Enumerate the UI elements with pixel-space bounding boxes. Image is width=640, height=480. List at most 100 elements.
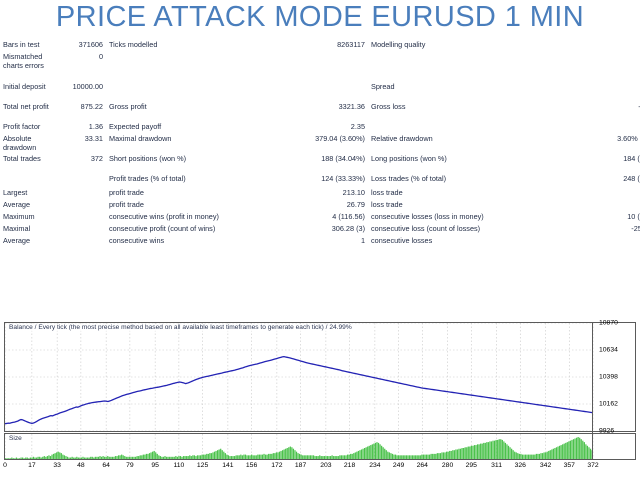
- x-axis-labels: 0 17 33 48 64 79 95 110 125 141 156 172 187 203 218 234…: [3, 461, 636, 475]
- row-mid-label: profit trade: [109, 200, 144, 209]
- x-axis-tick-label: 234: [369, 462, 381, 469]
- row-mid-label: Maximal drawdown: [109, 134, 172, 143]
- table-row: Total net profit 875.22 Gross profit 3321.3…: [0, 102, 640, 122]
- row-right-value: [559, 122, 640, 134]
- row-value: 0: [98, 52, 103, 61]
- table-row: Absolute drawdown 33.31 Maximal drawdown 37…: [0, 134, 640, 154]
- row-label: Absolute drawdown: [3, 134, 37, 153]
- row-mid-value: 26.79: [346, 200, 365, 209]
- row-right-value: [559, 52, 640, 82]
- row-mid-label: [106, 52, 272, 82]
- row-label: Bars in test: [3, 40, 40, 49]
- x-axis-tick-label: 125: [196, 462, 209, 469]
- x-axis-tick-label: 141: [222, 462, 234, 469]
- x-axis-tick-label: 264: [416, 462, 428, 469]
- x-axis-tick-label: 17: [28, 462, 36, 469]
- table-row: Total trades 372 Short positions (won %) 18…: [0, 154, 640, 174]
- row-mid-value: 3321.36: [338, 102, 365, 111]
- row-mid-value: 379.04 (3.60%): [315, 134, 365, 143]
- table-row: Profit trades (% of total) 124 (33.33%) Lo…: [0, 174, 640, 188]
- row-mid-label: Short positions (won %): [109, 154, 187, 163]
- x-axis-tick-label: 156: [245, 462, 258, 469]
- x-axis-tick-label: 311: [491, 462, 502, 469]
- x-axis-tick-label: 218: [343, 462, 356, 469]
- row-right-value: 3: [559, 236, 640, 248]
- x-axis-tick-label: 342: [539, 462, 552, 469]
- x-axis-tick-label: 95: [151, 462, 159, 469]
- table-row: Maximal consecutive profit (count of wins…: [0, 224, 640, 236]
- row-value: 10000.00: [72, 82, 103, 91]
- row-right-label: Spread: [371, 82, 395, 91]
- row-right-label: Gross loss: [371, 102, 406, 111]
- row-right-value: -65.40: [559, 188, 640, 200]
- balance-curve-plot: [5, 323, 594, 431]
- balance-chart-title: Balance / Every tick (the most precise m…: [8, 324, 353, 331]
- x-axis-tick-label: 33: [53, 462, 61, 469]
- y-axis-tick-label: 10870: [599, 319, 618, 327]
- row-mid-label: Profit trades (% of total): [109, 174, 186, 183]
- row-right-label: [368, 122, 559, 134]
- y-axis-tick-label: 10162: [599, 400, 618, 408]
- row-right-label: Loss trades (% of total): [371, 174, 447, 183]
- row-mid-value: [272, 82, 368, 102]
- table-row: Average consecutive wins 1 consecutive loss…: [0, 236, 640, 248]
- row-mid-label: consecutive wins: [109, 236, 165, 245]
- row-right-value: 24.99%: [559, 40, 640, 52]
- report-stats-body: Bars in test 371606 Ticks modelled 8263117 M…: [0, 40, 640, 248]
- page-title: PRICE ATTACK MODE EURUSD 1 MIN: [55, 1, 585, 33]
- x-axis-tick-label: 372: [587, 462, 599, 469]
- row-mid-value: 1: [360, 236, 365, 245]
- y-axis-tick-label: 10634: [599, 346, 618, 354]
- x-axis-tick-label: 280: [441, 462, 454, 469]
- x-axis-tick-label: 203: [320, 462, 332, 469]
- table-row: Initial deposit 10000.00 Spread 2: [0, 82, 640, 102]
- row-right-value: 2: [559, 82, 640, 102]
- row-label: Total trades: [3, 154, 41, 163]
- row-label: Average: [3, 236, 31, 245]
- x-axis-tick-label: 0: [3, 462, 7, 469]
- row-label: Initial deposit: [3, 82, 46, 91]
- row-right-label: consecutive losses: [371, 236, 433, 245]
- y-axis-labels: 10870 10634 10398 10162 9926: [596, 319, 640, 460]
- row-mid-label: Ticks modelled: [109, 40, 158, 49]
- row-right-value: 248 (66.67%): [623, 174, 640, 183]
- size-chart[interactable]: Size: [4, 433, 636, 460]
- row-right-value: -9.86: [559, 200, 640, 212]
- row-value: [52, 188, 106, 200]
- row-mid-value: 306.28 (3): [331, 224, 365, 233]
- table-row: Average profit trade 26.79 loss trade -9.86: [0, 200, 640, 212]
- row-mid-value: 2.35: [350, 122, 365, 131]
- table-row: Maximum consecutive wins (profit in money…: [0, 212, 640, 224]
- chart-area: Balance / Every tick (the most precise m…: [3, 320, 636, 475]
- x-axis-tick-label: 357: [563, 462, 575, 469]
- row-mid-label: consecutive wins (profit in money): [109, 212, 219, 221]
- row-right-label: consecutive losses (loss in money): [371, 212, 484, 221]
- row-right-label: loss trade: [371, 200, 403, 209]
- row-value: [52, 212, 106, 224]
- row-value: 33.31: [84, 134, 103, 143]
- row-value: [52, 236, 106, 248]
- row-label: Mismatched charts errors: [3, 52, 44, 71]
- row-mid-label: profit trade: [109, 188, 144, 197]
- x-axis-tick-label: 79: [126, 462, 134, 469]
- row-mid-label: Expected payoff: [109, 122, 162, 131]
- report-stats-table: Bars in test 371606 Ticks modelled 8263117 M…: [0, 40, 640, 248]
- row-right-value: 184 (32.61%): [623, 154, 640, 163]
- x-axis-tick-label: 110: [173, 462, 185, 469]
- x-axis-tick-label: 187: [294, 462, 307, 469]
- row-right-label: Long positions (won %): [371, 154, 447, 163]
- y-axis-tick-label: 9926: [599, 427, 615, 435]
- x-axis-tick-label: 326: [514, 462, 526, 469]
- row-mid-value: 188 (34.04%): [321, 154, 365, 163]
- row-right-label: Modelling quality: [371, 40, 426, 49]
- balance-chart[interactable]: Balance / Every tick (the most precise m…: [4, 322, 636, 432]
- row-value: 372: [90, 154, 103, 163]
- x-axis-tick-label: 48: [77, 462, 85, 469]
- row-mid-label: consecutive profit (count of wins): [109, 224, 216, 233]
- row-mid-value: 124 (33.33%): [321, 174, 365, 183]
- row-mid-value: 213.10: [342, 188, 365, 197]
- x-axis-tick-label: 249: [392, 462, 405, 469]
- row-label: [0, 174, 52, 188]
- row-label: Maximal: [3, 224, 31, 233]
- table-row: Profit factor 1.36 Expected payoff 2.35: [0, 122, 640, 134]
